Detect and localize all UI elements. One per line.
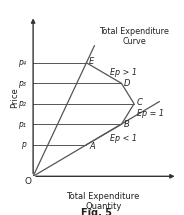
Text: p₂: p₂ (18, 99, 26, 108)
Text: Ep > 1: Ep > 1 (110, 68, 137, 77)
Text: p: p (21, 140, 26, 149)
Text: Fig. 5: Fig. 5 (81, 208, 112, 215)
Text: E: E (89, 57, 94, 66)
Text: p₃: p₃ (18, 79, 26, 88)
Text: Total Expenditure
Quantity: Total Expenditure Quantity (67, 192, 140, 212)
Text: p₄: p₄ (18, 58, 26, 67)
Text: Ep < 1: Ep < 1 (110, 134, 137, 143)
Text: D: D (124, 79, 131, 88)
Text: B: B (124, 120, 130, 129)
Text: Ep = 1: Ep = 1 (137, 109, 164, 118)
Text: p₁: p₁ (18, 120, 26, 129)
Text: C: C (137, 98, 143, 107)
Text: A: A (89, 142, 95, 151)
Text: Total Expenditure
Curve: Total Expenditure Curve (99, 26, 169, 46)
Text: Price: Price (10, 87, 19, 108)
Text: O: O (24, 177, 31, 186)
